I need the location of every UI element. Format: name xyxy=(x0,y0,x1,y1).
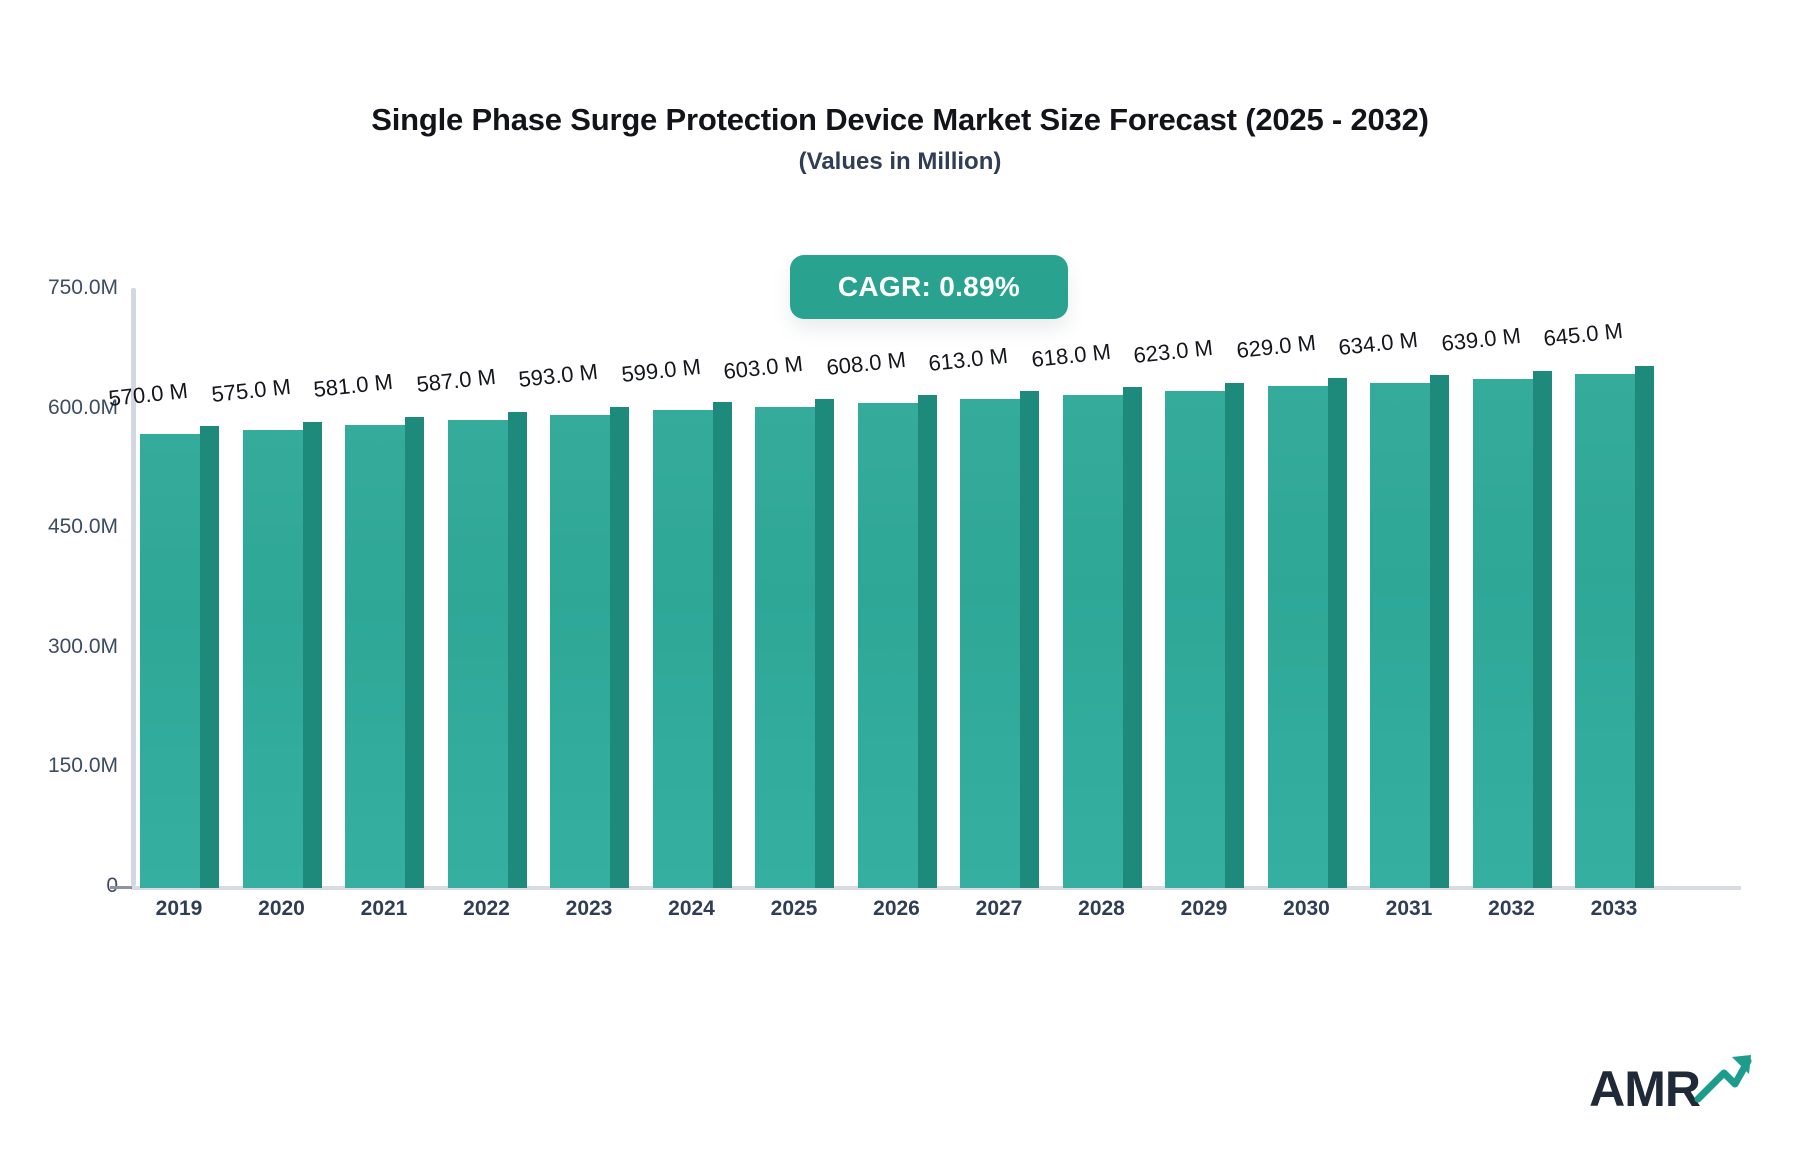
bar-side-face xyxy=(200,425,219,888)
bar-side-face xyxy=(1020,391,1039,888)
chart-subtitle: (Values in Million) xyxy=(798,148,1002,175)
bar-column xyxy=(755,397,834,888)
bar-side-face xyxy=(712,402,732,888)
bar-front-face xyxy=(550,415,610,888)
y-axis-tick-label: 750.0M xyxy=(47,276,118,299)
bar-front-face xyxy=(242,429,303,888)
bar-value-label: 613.0 M xyxy=(927,343,1009,377)
bar-side-face xyxy=(1122,387,1142,888)
bar-value-label: 603.0 M xyxy=(722,351,804,385)
bar-value-label: 575.0 M xyxy=(209,373,292,407)
x-axis-tick-label: 2031 xyxy=(1385,897,1433,920)
bar-value-label: 629.0 M xyxy=(1234,330,1317,364)
bar-side-face xyxy=(1430,374,1449,888)
y-axis-tick-label: 300.0M xyxy=(47,634,118,658)
bar-value-label: 587.0 M xyxy=(414,363,497,397)
x-axis-tick-label: 2029 xyxy=(1180,897,1228,920)
bar-side-face xyxy=(1225,383,1244,888)
page-title: Single Phase Surge Protection Device Mar… xyxy=(371,102,1429,137)
y-axis-tick-label: 450.0M xyxy=(47,515,118,539)
y-axis-line xyxy=(131,288,136,886)
bar-value-label: 623.0 M xyxy=(1132,335,1214,369)
bar-side-face xyxy=(1635,365,1654,888)
growth-arrow-icon xyxy=(1694,1051,1752,1108)
bar-front-face xyxy=(1575,373,1635,888)
bar-value-label: 645.0 M xyxy=(1542,317,1624,351)
bar-value-label: 634.0 M xyxy=(1337,326,1419,360)
bar-column xyxy=(1575,364,1654,888)
cagr-badge: CAGR: 0.89% xyxy=(790,255,1068,319)
x-axis-tick-label: 2026 xyxy=(873,897,920,920)
bar-value-label: 618.0 M xyxy=(1029,339,1112,373)
x-axis-tick-label: 2033 xyxy=(1590,897,1638,920)
x-axis-tick-label: 2022 xyxy=(463,897,510,920)
bar-side-face xyxy=(1532,370,1552,888)
bar-front-face xyxy=(1165,391,1225,888)
bar-front-face xyxy=(755,407,815,888)
y-axis-tick-label: 600.0M xyxy=(47,395,118,419)
bar-column xyxy=(1165,381,1244,888)
bar-column xyxy=(1062,385,1142,888)
x-axis-tick-label: 2020 xyxy=(258,897,305,920)
amr-logo-text: AMR xyxy=(1589,1061,1701,1117)
bar-front-face xyxy=(960,399,1020,888)
bar-side-face xyxy=(1327,378,1347,888)
bar-column xyxy=(1472,369,1552,888)
x-axis-tick-label: 2027 xyxy=(975,897,1023,920)
bar-side-face xyxy=(507,411,527,888)
bar-column xyxy=(447,410,527,888)
bar-side-face xyxy=(302,421,322,888)
x-axis-line xyxy=(131,886,1741,890)
bar-column xyxy=(1370,373,1449,888)
bar-side-face xyxy=(405,416,424,888)
y-axis-tick-mark xyxy=(110,886,132,889)
y-axis-tick-label: 0 xyxy=(0,874,118,898)
amr-logo: AMR xyxy=(1589,1051,1752,1114)
bar-value-label: 570.0 M xyxy=(107,377,189,411)
x-axis-tick-label: 2024 xyxy=(668,897,715,920)
x-axis-tick-label: 2023 xyxy=(565,897,613,920)
bar-column xyxy=(857,393,937,888)
cagr-badge-label: CAGR: 0.89% xyxy=(837,271,1021,302)
bar-series: 570.0 M 575.0 M 581.0 M 587.0 M 593.0 M 599.0… xyxy=(107,250,1740,890)
bar-front-face xyxy=(1267,386,1328,888)
bar-column xyxy=(550,405,629,888)
x-axis-tick-label: 2032 xyxy=(1488,897,1535,920)
bar-front-face xyxy=(1472,378,1533,888)
bar-front-face xyxy=(857,403,918,888)
bar-front-face xyxy=(652,410,713,888)
bar-front-face xyxy=(447,419,508,888)
bar-front-face xyxy=(140,433,200,888)
x-axis-tick-label: 2021 xyxy=(360,897,408,920)
bar-column xyxy=(140,424,219,888)
bar-side-face xyxy=(815,399,834,888)
y-axis-tick-label: 150.0M xyxy=(47,754,118,778)
bar-column xyxy=(960,389,1039,888)
bar-value-label: 581.0 M xyxy=(312,368,394,402)
x-axis-tick-label: 2028 xyxy=(1078,897,1125,920)
bar-front-face xyxy=(1062,395,1123,888)
bar-front-face xyxy=(345,424,405,888)
bar-value-label: 608.0 M xyxy=(824,347,907,381)
x-axis-tick-label: 2030 xyxy=(1283,897,1330,920)
bar-value-label: 599.0 M xyxy=(619,354,702,388)
bar-front-face xyxy=(1370,382,1430,888)
bar-column xyxy=(652,400,732,888)
x-axis-tick-label: 2025 xyxy=(770,897,818,920)
bar-column xyxy=(345,415,424,888)
bar-column xyxy=(1267,376,1347,888)
bar-column xyxy=(242,420,322,888)
bar-side-face xyxy=(610,407,629,888)
x-axis-tick-label: 2019 xyxy=(155,897,203,920)
bar-side-face xyxy=(917,395,937,888)
bar-value-label: 639.0 M xyxy=(1439,322,1522,356)
bar-value-label: 593.0 M xyxy=(517,359,599,393)
